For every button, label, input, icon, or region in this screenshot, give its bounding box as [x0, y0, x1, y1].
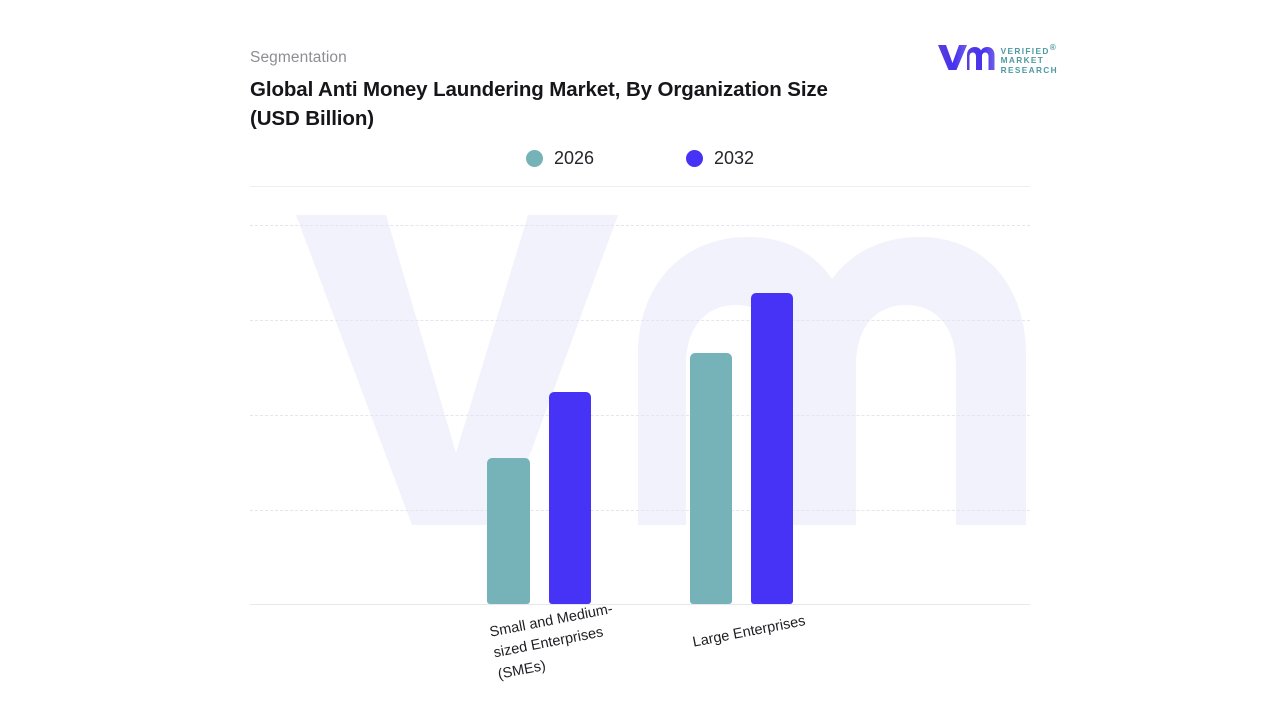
chart-title: Global Anti Money Laundering Market, By … [250, 78, 828, 131]
registered-mark-icon: ® [1049, 41, 1058, 52]
gridline-1 [250, 510, 1030, 511]
legend-item-2032[interactable]: 2032 [686, 148, 754, 169]
bar-2032-smes[interactable] [549, 392, 591, 604]
gridline-4 [250, 225, 1030, 226]
verified-market-research-logo: VERIFIED® MARKET RESEARCH [937, 42, 1058, 77]
vmr-monogram-icon [937, 42, 995, 77]
x-tick-label-large-enterprises: Large Enterprises [691, 613, 807, 651]
legend-swatch-2026 [525, 150, 543, 167]
legend-label-2032: 2032 [714, 148, 755, 168]
bar-2026-large[interactable] [690, 353, 732, 604]
legend-swatch-2032 [686, 150, 703, 167]
bar-2032-large[interactable] [751, 293, 793, 604]
gridline-2 [250, 415, 1030, 416]
logo-line-research: RESEARCH [1000, 65, 1058, 76]
x-axis-labels: Small and Medium- sized Enterprises (SME… [250, 601, 1030, 720]
chart-legend: 2026 2032 [250, 148, 1030, 169]
bars-layer [250, 187, 1030, 604]
logo-line-market: MARKET [1000, 55, 1045, 66]
vmr-watermark-icon [296, 215, 1026, 525]
logo-wordmark: VERIFIED® MARKET RESEARCH [1000, 41, 1058, 76]
logo-line-verified: VERIFIED® [1000, 41, 1058, 56]
plot-inner [250, 187, 1030, 604]
x-tick-label-smes: Small and Medium- sized Enterprises (SME… [488, 601, 615, 683]
gridline-3 [250, 320, 1030, 321]
legend-item-2026[interactable]: 2026 [525, 148, 594, 169]
legend-label-2026: 2026 [553, 148, 594, 168]
segmentation-kicker: Segmentation [250, 49, 347, 66]
plot-area [250, 186, 1030, 605]
bar-2026-smes[interactable] [487, 457, 530, 604]
